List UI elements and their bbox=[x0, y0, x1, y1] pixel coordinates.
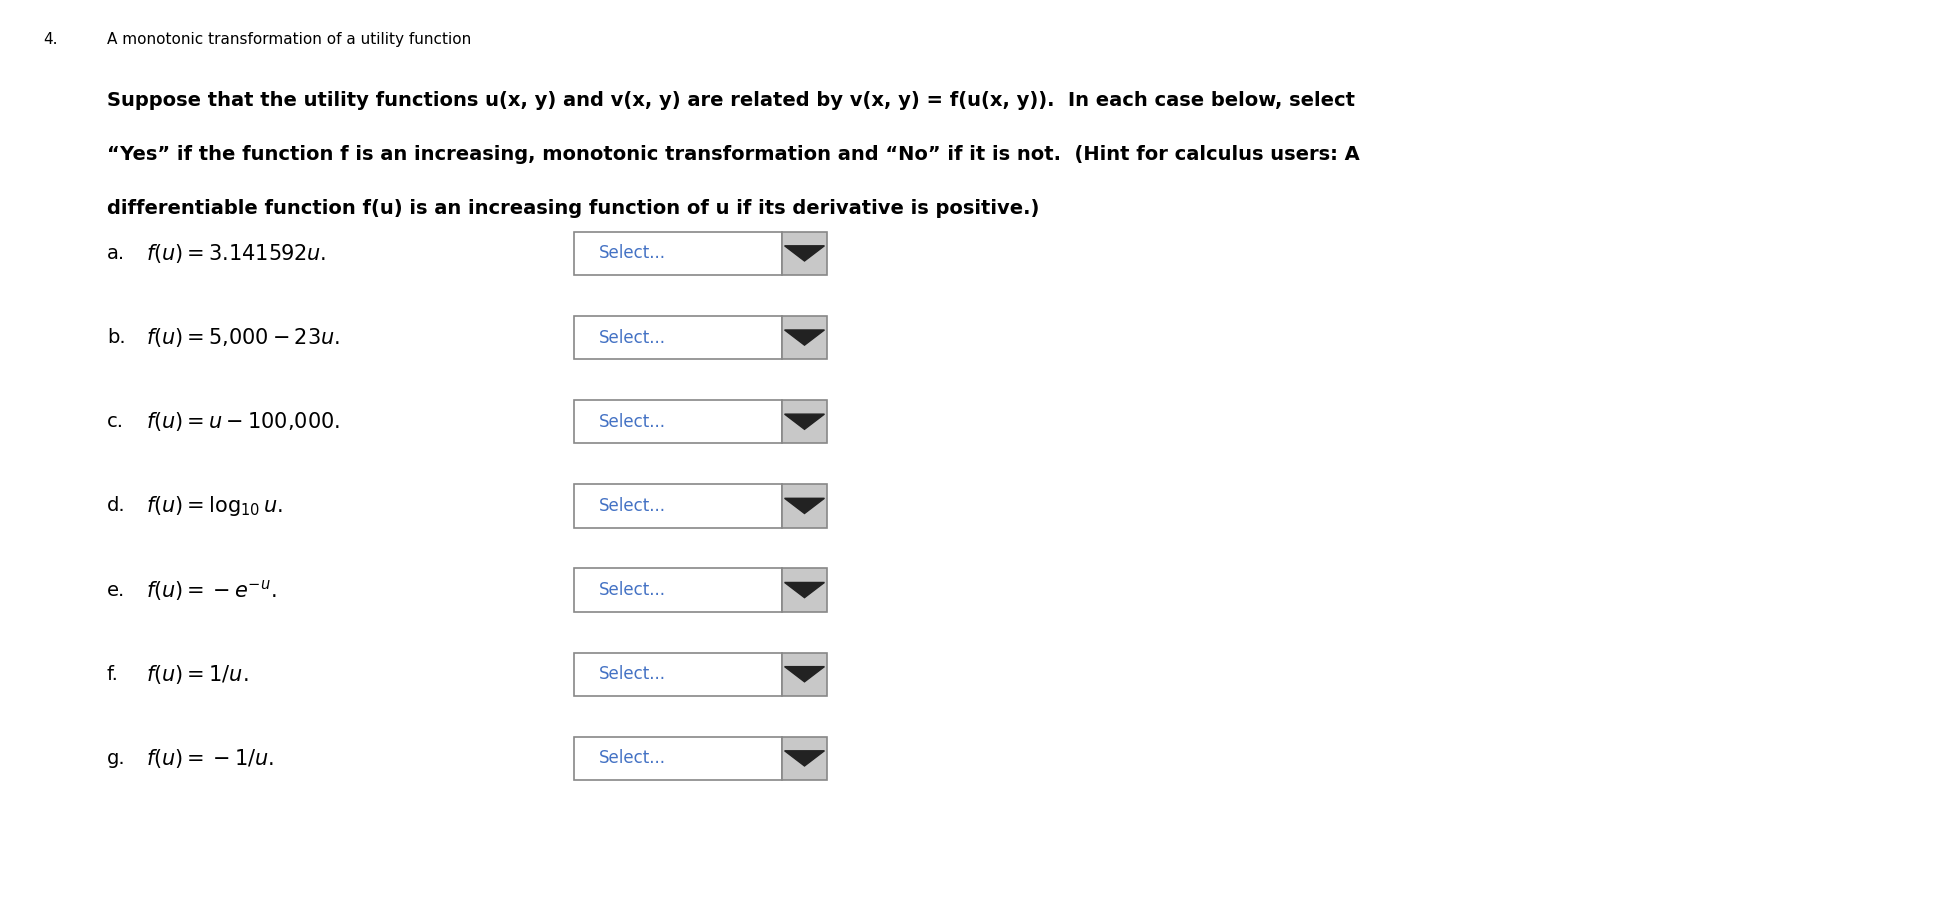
Text: Select...: Select... bbox=[599, 329, 665, 347]
Text: Select...: Select... bbox=[599, 413, 665, 431]
Text: “Yes” if the function f is an increasing, monotonic transformation and “No” if i: “Yes” if the function f is an increasing… bbox=[107, 145, 1360, 164]
Text: differentiable function f(u) is an increasing function of u if its derivative is: differentiable function f(u) is an incre… bbox=[107, 199, 1039, 218]
Text: d.: d. bbox=[107, 497, 126, 515]
Text: Select...: Select... bbox=[599, 581, 665, 599]
Text: $f(u) = \log_{10} u.$: $f(u) = \log_{10} u.$ bbox=[146, 494, 282, 518]
Text: $f(u) = 3.141592u.$: $f(u) = 3.141592u.$ bbox=[146, 242, 327, 265]
Text: a.: a. bbox=[107, 244, 124, 262]
Text: g.: g. bbox=[107, 749, 126, 767]
Text: $f(u) = -1/u.$: $f(u) = -1/u.$ bbox=[146, 747, 274, 770]
Text: Suppose that the utility functions u(x, y) and v(x, y) are related by v(x, y) = : Suppose that the utility functions u(x, … bbox=[107, 90, 1356, 110]
Text: 4.: 4. bbox=[43, 32, 56, 47]
Text: $f(u) = 1/u.$: $f(u) = 1/u.$ bbox=[146, 662, 249, 686]
Text: $f(u) = u - 100{,}000.$: $f(u) = u - 100{,}000.$ bbox=[146, 410, 340, 433]
Text: b.: b. bbox=[107, 329, 126, 347]
Text: f.: f. bbox=[107, 665, 119, 683]
Text: e.: e. bbox=[107, 581, 124, 599]
Text: Select...: Select... bbox=[599, 244, 665, 262]
Text: $f(u) = 5{,}000 - 23u.$: $f(u) = 5{,}000 - 23u.$ bbox=[146, 326, 340, 349]
Text: Select...: Select... bbox=[599, 497, 665, 515]
Text: A monotonic transformation of a utility function: A monotonic transformation of a utility … bbox=[107, 32, 471, 47]
Text: c.: c. bbox=[107, 413, 124, 431]
Text: Select...: Select... bbox=[599, 665, 665, 683]
Text: $f(u) = -e^{-u}.$: $f(u) = -e^{-u}.$ bbox=[146, 577, 276, 603]
Text: Select...: Select... bbox=[599, 749, 665, 767]
